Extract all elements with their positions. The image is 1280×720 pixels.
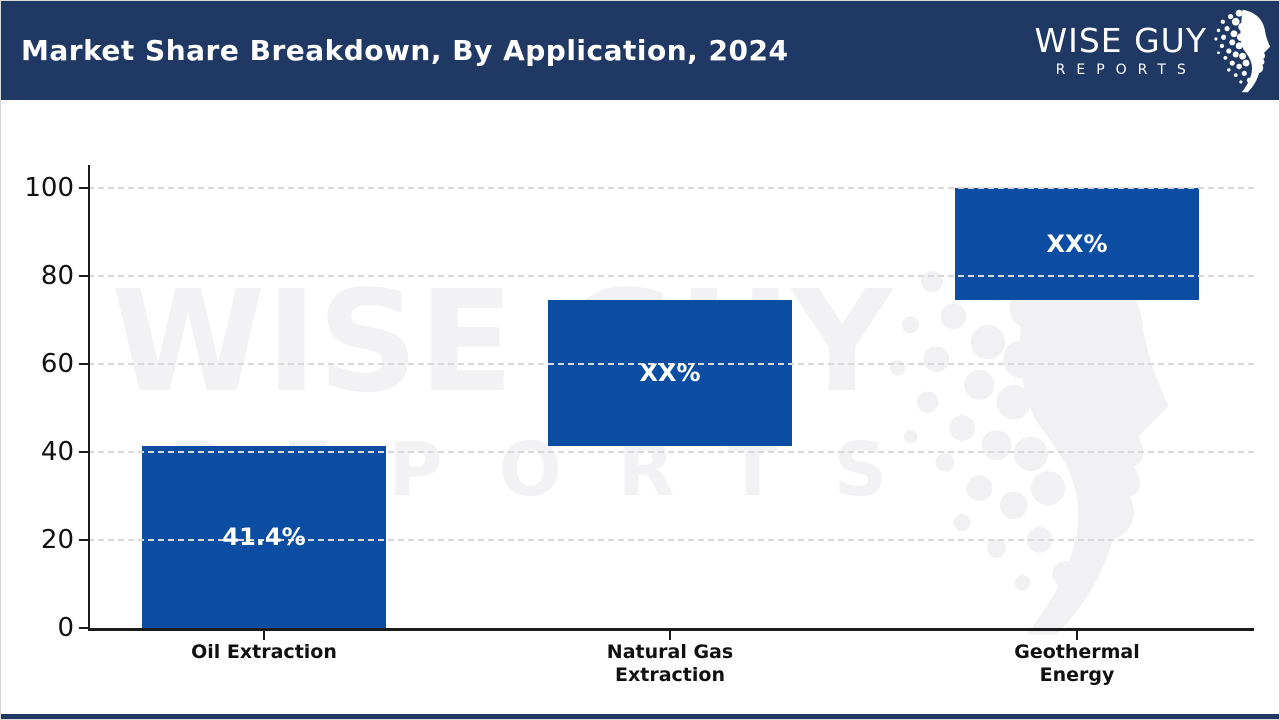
bar-label-geothermal-energy: XX% bbox=[1046, 230, 1108, 259]
y-tick-label: 0 bbox=[57, 613, 74, 643]
y-tick-label: 40 bbox=[40, 437, 74, 467]
y-tick-mark bbox=[79, 451, 88, 453]
x-tick-mark bbox=[1076, 631, 1078, 640]
y-tick-label: 60 bbox=[40, 349, 74, 379]
y-tick-label: 80 bbox=[40, 261, 74, 291]
y-tick-mark bbox=[79, 363, 88, 365]
y-tick-mark bbox=[79, 539, 88, 541]
logo-face-icon bbox=[1214, 9, 1271, 92]
y-tick-mark bbox=[79, 627, 88, 629]
bar-label-natural-gas-extraction: XX% bbox=[639, 359, 701, 388]
gridline-y-40 bbox=[88, 451, 1254, 453]
y-axis-spine bbox=[88, 165, 90, 630]
x-axis-spine bbox=[88, 628, 1254, 631]
x-tick-mark bbox=[263, 631, 265, 640]
gridline-y-80 bbox=[88, 275, 1254, 277]
bar-oil-extraction bbox=[142, 445, 386, 628]
bar-label-oil-extraction: 41.4% bbox=[222, 522, 306, 551]
gridline-y-60 bbox=[88, 363, 1254, 365]
logo-wordmark: WISE GUY bbox=[1034, 20, 1207, 60]
x-tick-mark bbox=[669, 631, 671, 640]
wiseguy-logo: WISE GUY REPORTS bbox=[1034, 8, 1271, 94]
logo-text: WISE GUY REPORTS bbox=[1034, 24, 1207, 78]
category-label-geothermal-energy: Geothermal Energy bbox=[1014, 641, 1140, 686]
y-tick-mark bbox=[79, 275, 88, 277]
y-tick-label: 20 bbox=[40, 525, 74, 555]
header-bar: Market Share Breakdown, By Application, … bbox=[1, 1, 1279, 100]
y-tick-label: 100 bbox=[24, 173, 74, 203]
logo-subtitle: REPORTS bbox=[1055, 61, 1197, 78]
gridline-y-20 bbox=[88, 539, 1254, 541]
bar-natural-gas-extraction bbox=[548, 300, 792, 446]
category-label-natural-gas-extraction: Natural Gas Extraction bbox=[606, 641, 734, 686]
bar-geothermal-energy bbox=[955, 188, 1199, 301]
footer-strip bbox=[1, 714, 1279, 719]
chart-title: Market Share Breakdown, By Application, … bbox=[21, 34, 789, 67]
gridline-y-100 bbox=[88, 187, 1254, 189]
y-tick-mark bbox=[79, 187, 88, 189]
category-label-oil-extraction: Oil Extraction bbox=[191, 641, 337, 663]
